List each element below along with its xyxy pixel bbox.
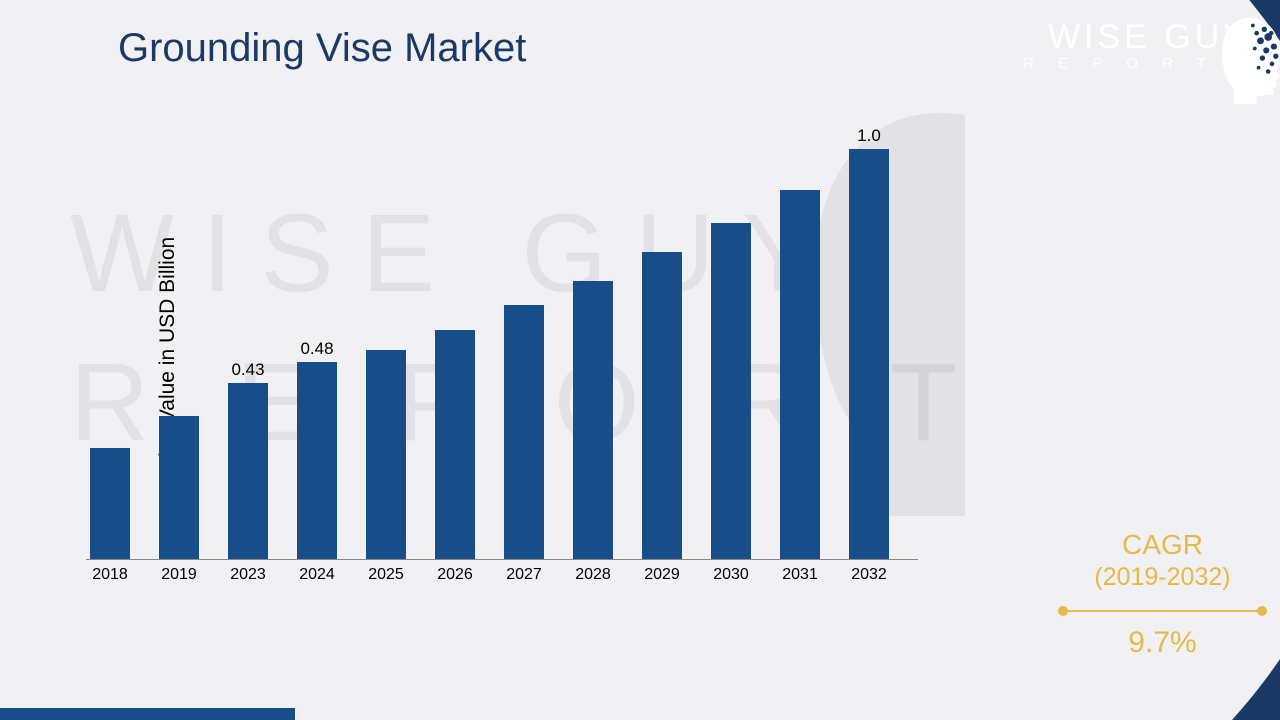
bar-value-label: 1.0 <box>849 126 889 146</box>
x-tick-label: 2019 <box>147 566 211 584</box>
page-root: WISE GUY R E P O R T S Grounding Vise Ma… <box>0 0 1280 720</box>
bar <box>159 416 199 559</box>
bar <box>90 448 130 559</box>
x-tick-label: 2024 <box>285 566 349 584</box>
bar-group: 1.0 <box>849 150 889 560</box>
bar-group <box>780 191 820 560</box>
bar <box>504 305 544 559</box>
x-tick-label: 2027 <box>492 566 556 584</box>
x-tick-label: 2025 <box>354 566 418 584</box>
cagr-value: 9.7% <box>1045 626 1280 660</box>
chart-title: Grounding Vise Market <box>118 26 526 71</box>
chart-area: Market Value in USD Billion 0.430.481.0 … <box>48 130 918 600</box>
x-tick-label: 2026 <box>423 566 487 584</box>
x-tick-label: 2028 <box>561 566 625 584</box>
cagr-box: CAGR (2019-2032) 9.7% <box>1045 529 1280 660</box>
bottom-accent-bar <box>0 708 295 720</box>
bar <box>780 190 820 559</box>
bar <box>849 149 889 559</box>
bar-value-label: 0.48 <box>297 339 337 359</box>
cagr-divider <box>1063 610 1262 612</box>
bar-group <box>642 253 682 560</box>
bar-group <box>711 224 751 560</box>
bar <box>228 383 268 559</box>
bar <box>366 350 406 559</box>
bar <box>573 281 613 559</box>
x-tick-label: 2030 <box>699 566 763 584</box>
bar-value-label: 0.43 <box>228 360 268 380</box>
bar <box>297 362 337 559</box>
bar <box>642 252 682 559</box>
bar-group <box>90 449 130 560</box>
x-tick-label: 2032 <box>837 566 901 584</box>
x-axis-line <box>86 559 918 560</box>
cagr-label: CAGR <box>1045 529 1280 561</box>
bar <box>711 223 751 559</box>
x-tick-label: 2029 <box>630 566 694 584</box>
x-tick-label: 2023 <box>216 566 280 584</box>
bar-group <box>159 417 199 560</box>
bar <box>435 330 475 559</box>
bar-group: 0.48 <box>297 363 337 560</box>
bars-container: 0.43 0.48 1.0 <box>86 130 918 560</box>
plot-area: 0.43 0.48 1.0 <box>86 130 918 560</box>
bar-group <box>573 282 613 560</box>
bar-group <box>504 306 544 560</box>
x-tick-label: 2018 <box>78 566 142 584</box>
x-tick-label: 2031 <box>768 566 832 584</box>
bar-group <box>366 351 406 560</box>
bar-group <box>435 331 475 560</box>
right-panel: WISE GUY R E P O R T S CAGR (2019-2032) … <box>965 0 1280 720</box>
logo-head-icon <box>1210 14 1280 106</box>
bar-group: 0.43 <box>228 384 268 560</box>
x-labels-container: 2018201920232024202520262027202820292030… <box>86 566 918 596</box>
cagr-range: (2019-2032) <box>1045 563 1280 592</box>
